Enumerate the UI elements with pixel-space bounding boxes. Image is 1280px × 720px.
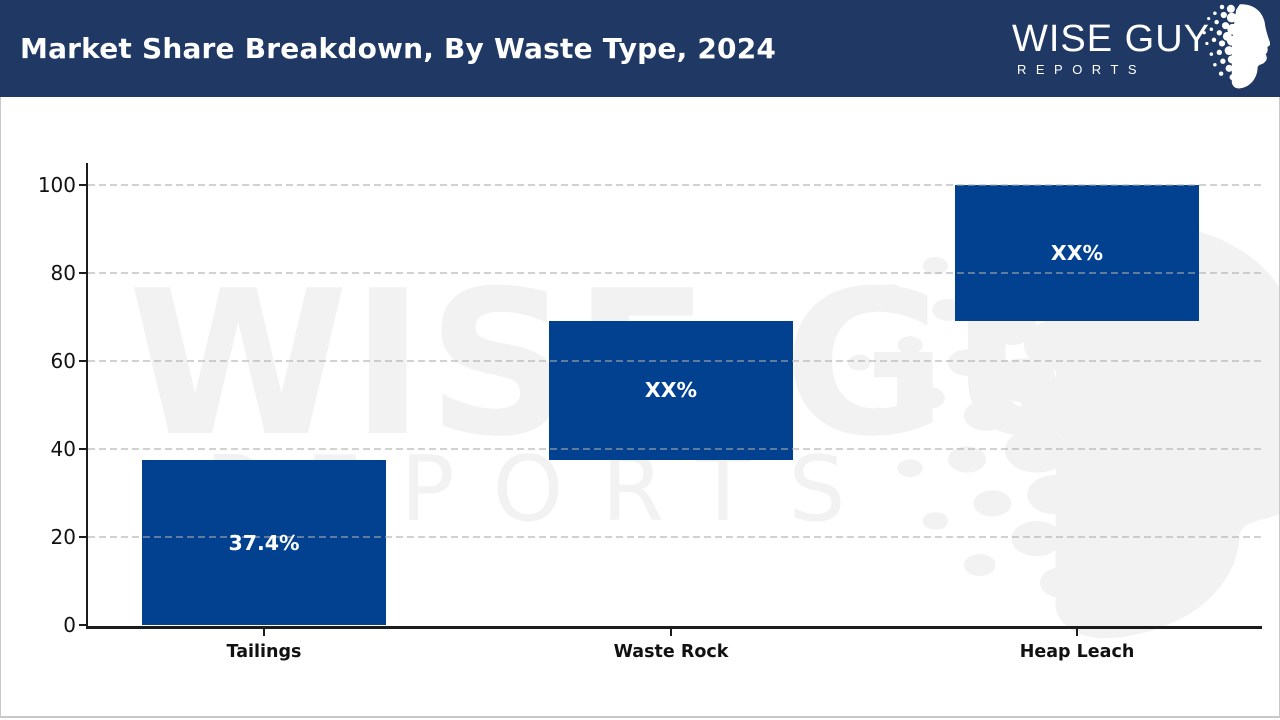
y-tick xyxy=(79,536,88,538)
y-tick xyxy=(79,184,88,186)
bar xyxy=(549,320,793,461)
plot-area: 0 20 40 60 80 100 37.4% XX% XX% Tailings Waste Roc… xyxy=(0,97,1280,720)
bar-value-label: XX% xyxy=(1050,240,1104,265)
logo-face-icon xyxy=(1202,3,1270,88)
wise-guy-logo: WISE GUY REPORTS xyxy=(1012,3,1270,95)
gridline xyxy=(88,448,1262,450)
frame-edge-bottom xyxy=(0,716,1280,718)
gridline xyxy=(88,536,1262,538)
gridline xyxy=(88,360,1262,362)
bar xyxy=(142,460,386,625)
y-tick-label: 60 xyxy=(50,349,76,373)
frame-edge-left xyxy=(0,97,1,717)
x-category-label: Waste Rock xyxy=(613,642,729,662)
bar-value-label: XX% xyxy=(644,378,698,403)
header: Market Share Breakdown, By Waste Type, 2… xyxy=(0,0,1280,97)
gridline xyxy=(88,272,1262,274)
logo-wordmark: WISE GUY xyxy=(1011,18,1210,60)
x-category-label: Tailings xyxy=(226,642,302,662)
y-tick xyxy=(79,624,88,626)
y-tick xyxy=(79,448,88,450)
y-axis-spine xyxy=(86,163,88,629)
y-tick xyxy=(79,360,88,362)
x-tick xyxy=(670,628,672,636)
x-tick xyxy=(263,628,265,636)
x-axis-spine xyxy=(86,626,1262,629)
x-tick xyxy=(1076,628,1078,636)
gridline xyxy=(88,184,1262,186)
y-tick-label: 100 xyxy=(37,173,76,197)
logo-text: WISE GUY REPORTS xyxy=(1012,20,1210,77)
chart-area: WISE GUY REPORTS 0 20 40 60 80 100 37.4% XX% XX%… xyxy=(0,97,1280,720)
bar-value-label: 37.4% xyxy=(228,530,300,555)
y-tick-label: 80 xyxy=(50,261,76,285)
y-tick xyxy=(79,272,88,274)
y-tick-label: 40 xyxy=(50,437,76,461)
y-tick-label: 20 xyxy=(50,525,76,549)
logo-subtitle: REPORTS xyxy=(1016,62,1147,77)
x-category-label: Heap Leach xyxy=(1019,642,1135,662)
page-title: Market Share Breakdown, By Waste Type, 2… xyxy=(20,32,777,65)
y-tick-label: 0 xyxy=(63,613,76,637)
